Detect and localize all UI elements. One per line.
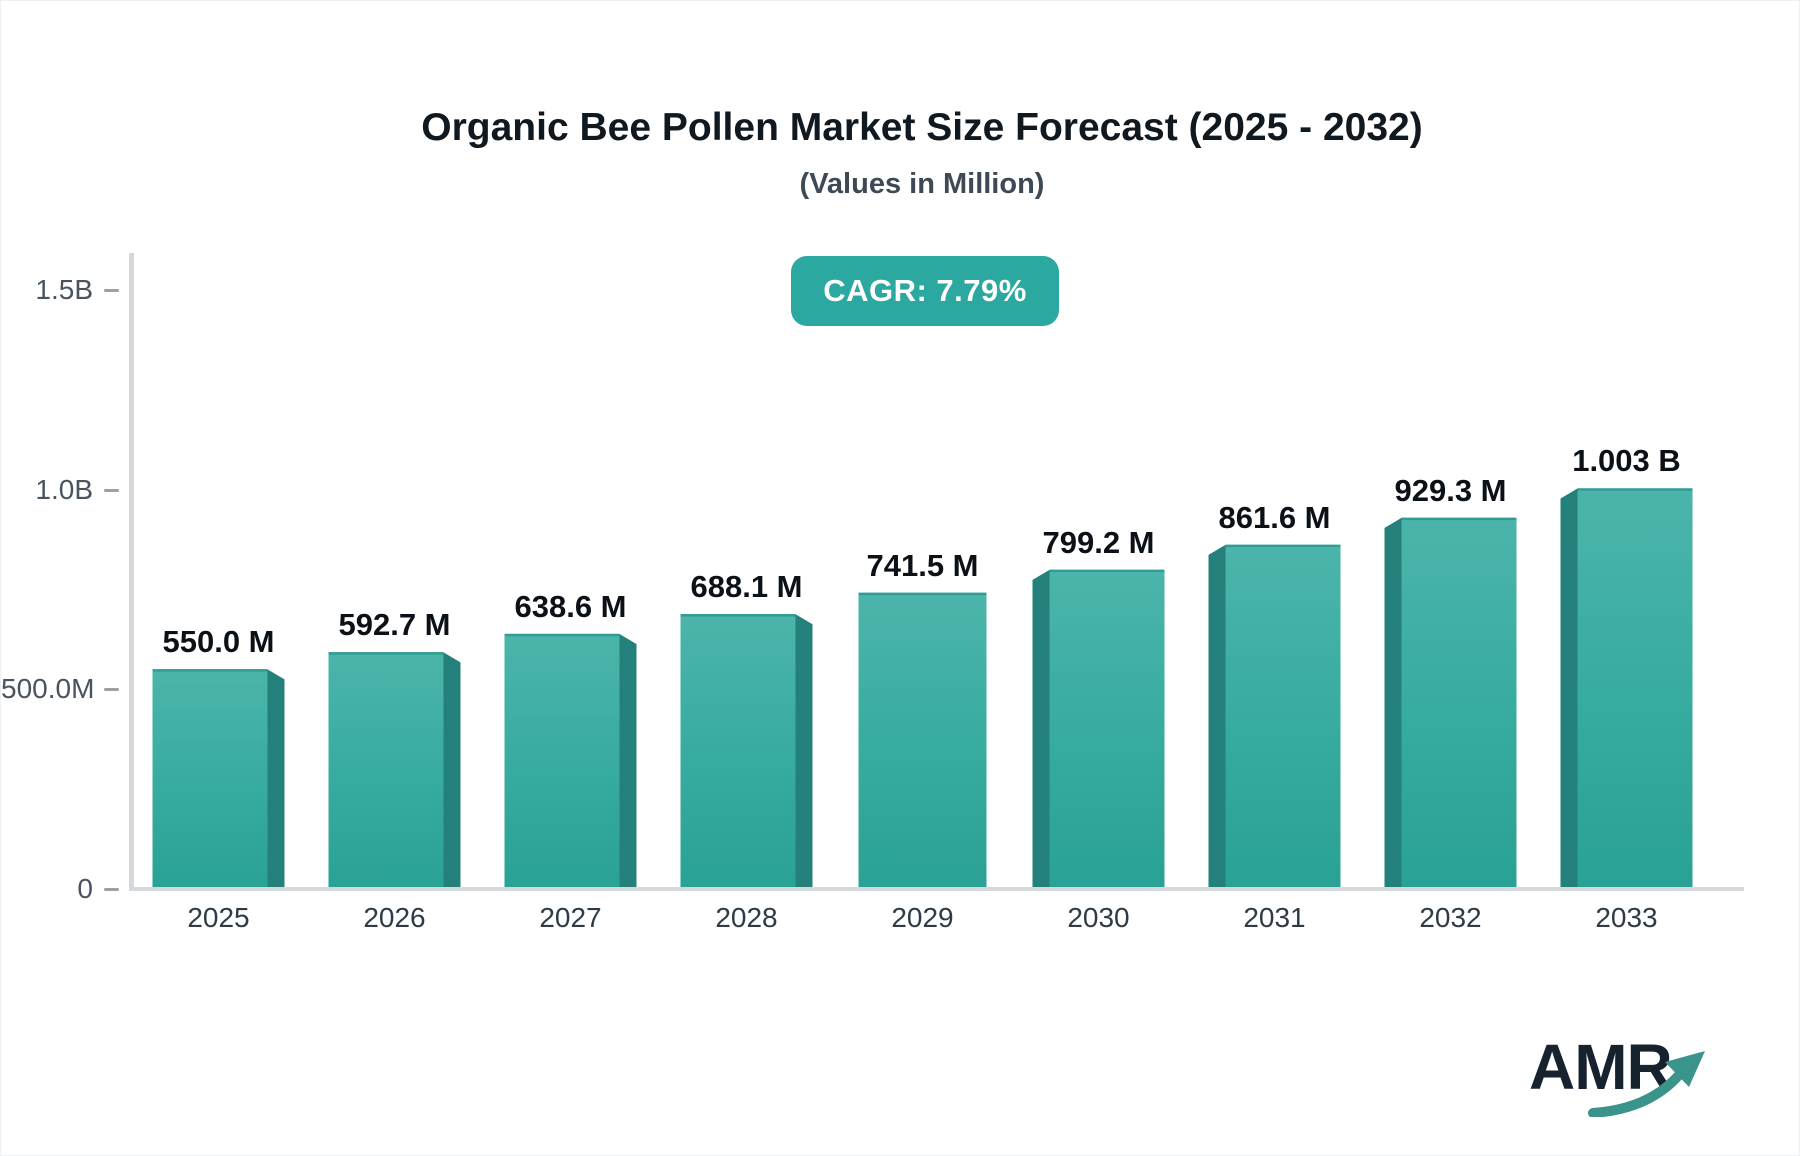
bar-side-face xyxy=(1208,544,1226,891)
y-tick-mark xyxy=(104,688,119,692)
x-axis-label: 2027 xyxy=(539,902,602,933)
bar-side-face xyxy=(795,614,813,891)
x-axis-label: 2029 xyxy=(891,902,954,933)
bar-side-face xyxy=(619,633,637,891)
x-axis-label: 2032 xyxy=(1419,902,1482,933)
x-axis-label: 2030 xyxy=(1067,902,1130,933)
bar-side-face xyxy=(1560,488,1578,891)
bar-value-label: 550.0 M xyxy=(162,624,275,660)
bar-value-label: 741.5 M xyxy=(866,547,979,583)
y-tick-label: 0 xyxy=(77,873,93,904)
cagr-badge-label: CAGR: 7.79% xyxy=(823,273,1027,308)
bar xyxy=(152,669,268,891)
bar-value-label: 638.6 M xyxy=(514,588,627,624)
bar-value-label: 1.003 B xyxy=(1572,443,1681,479)
logo-growth-arrow-icon xyxy=(1588,1051,1705,1117)
bar-value-label: 688.1 M xyxy=(690,569,803,605)
y-tick-mark xyxy=(104,888,119,891)
bar xyxy=(504,633,620,891)
bar-side-face xyxy=(1032,569,1050,891)
y-axis-line xyxy=(129,253,134,890)
y-tick-label: 1.0B xyxy=(35,473,93,505)
x-axis-label: 2028 xyxy=(715,902,778,933)
bar-value-label: 861.6 M xyxy=(1218,499,1331,535)
y-tick-mark xyxy=(104,289,119,292)
amr-logo-text: AMR xyxy=(1529,1031,1673,1103)
bar-value-label: 929.3 M xyxy=(1394,472,1507,508)
chart-title: Organic Bee Pollen Market Size Forecast … xyxy=(421,106,1423,149)
bar xyxy=(1577,488,1693,891)
chart-subtitle: (Values in Million) xyxy=(799,168,1045,200)
bar xyxy=(328,652,444,891)
x-axis-baseline xyxy=(129,887,1744,891)
bar-side-face xyxy=(1384,517,1402,891)
y-tick-label: 1.5B xyxy=(35,274,93,305)
y-tick-mark xyxy=(104,488,119,492)
cagr-badge: CAGR: 7.79% xyxy=(791,256,1059,326)
bar xyxy=(680,614,796,891)
x-axis-label: 2031 xyxy=(1243,902,1306,933)
bar-value-label: 799.2 M xyxy=(1042,524,1155,560)
bar xyxy=(1049,569,1165,891)
bar xyxy=(1225,544,1341,891)
bar-side-face xyxy=(267,669,285,891)
bar xyxy=(858,592,987,891)
x-axis-label: 2026 xyxy=(363,902,426,933)
x-axis-label: 2025 xyxy=(187,902,250,933)
amr-logo: AMR xyxy=(1529,1031,1729,1131)
bar xyxy=(1401,517,1517,891)
y-tick-label: 500.0M xyxy=(1,673,95,705)
x-axis-label: 2033 xyxy=(1595,902,1658,933)
bar-side-face xyxy=(443,652,461,891)
bar-value-label: 592.7 M xyxy=(338,607,451,643)
